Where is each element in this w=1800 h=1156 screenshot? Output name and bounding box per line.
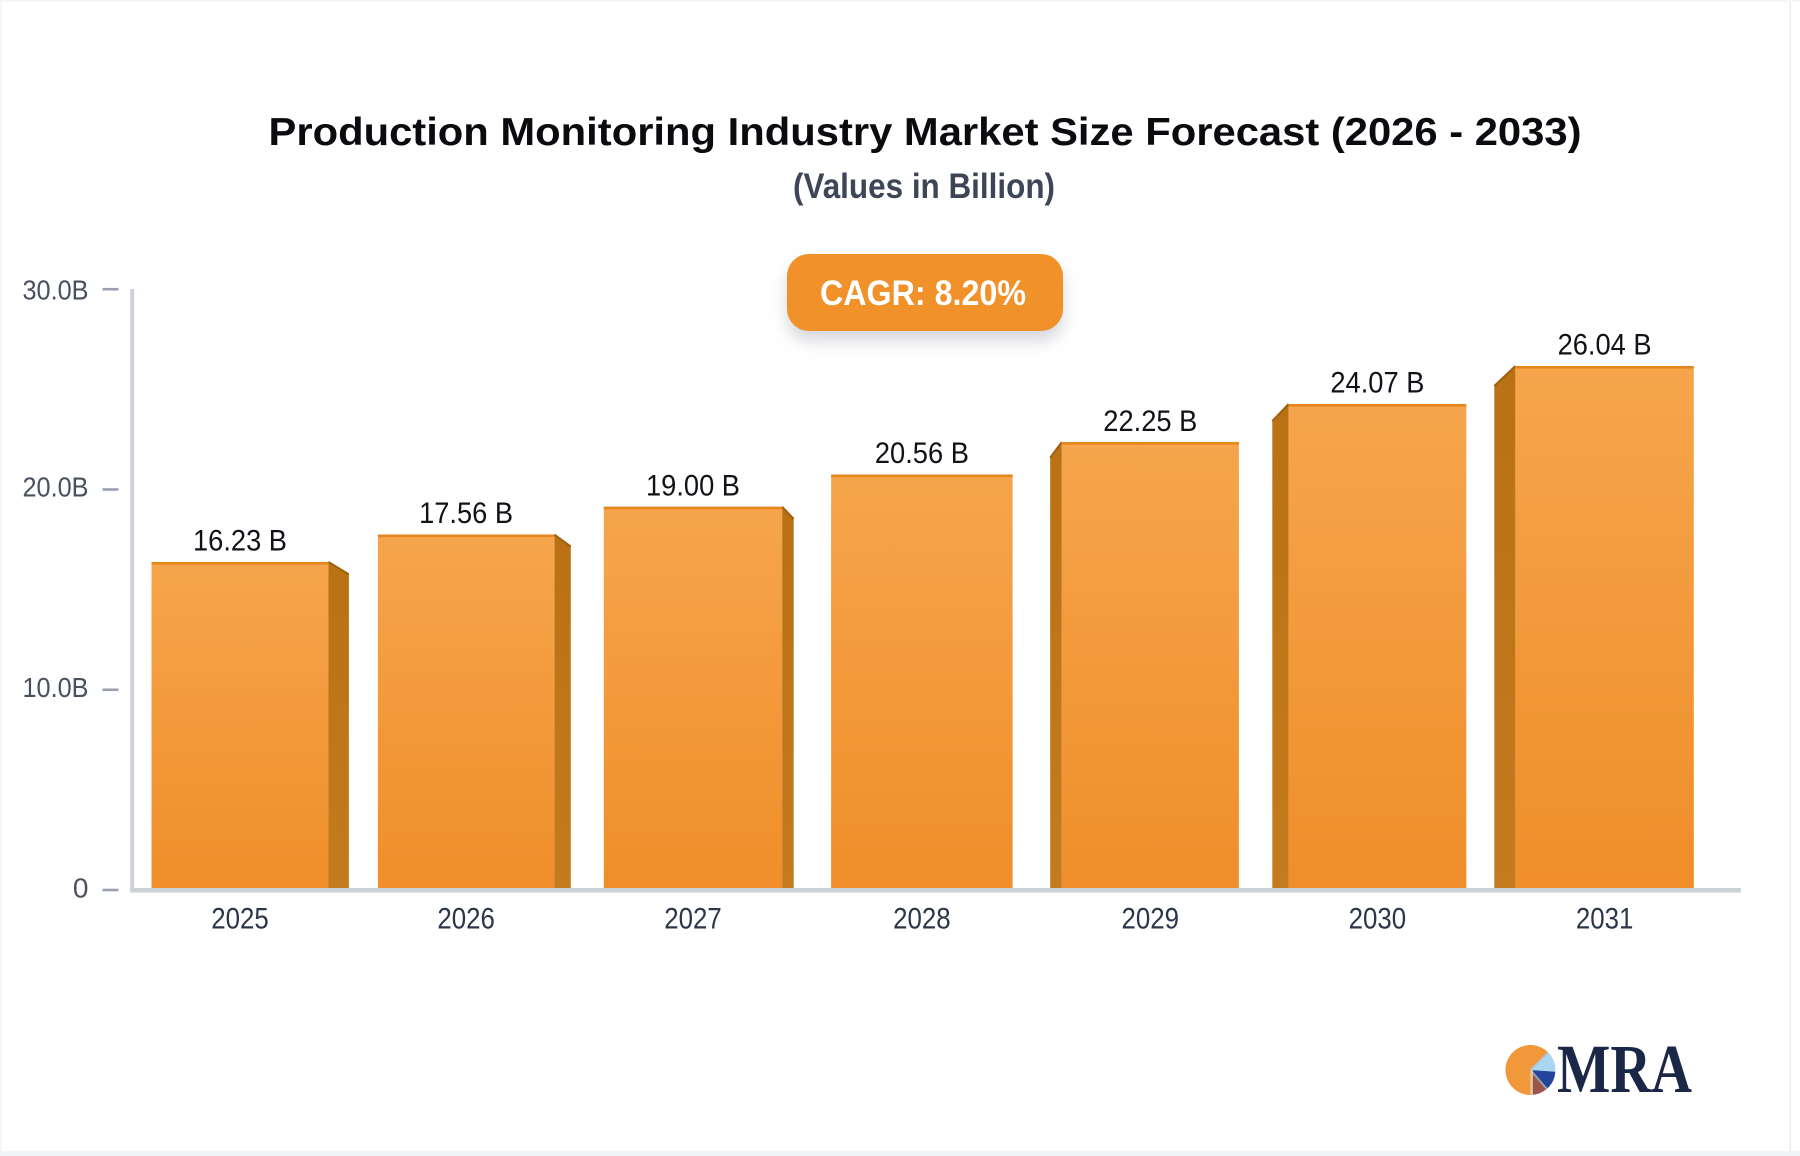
svg-text:MRA: MRA	[1557, 1031, 1692, 1107]
svg-text:2025: 2025	[211, 902, 269, 935]
svg-text:(Values in Billion): (Values in Billion)	[793, 167, 1055, 206]
svg-text:24.07 B: 24.07 B	[1330, 367, 1424, 400]
svg-text:20.0B: 20.0B	[23, 472, 89, 503]
svg-text:Production Monitoring Industry: Production Monitoring Industry Market Si…	[269, 111, 1582, 154]
svg-text:2028: 2028	[893, 902, 951, 935]
svg-text:16.23 B: 16.23 B	[193, 525, 287, 558]
svg-text:30.0B: 30.0B	[23, 275, 89, 306]
svg-text:26.04 B: 26.04 B	[1558, 329, 1652, 362]
svg-text:22.25 B: 22.25 B	[1103, 405, 1197, 438]
svg-text:2030: 2030	[1349, 902, 1407, 935]
svg-text:2029: 2029	[1122, 902, 1180, 935]
svg-text:10.0B: 10.0B	[23, 672, 89, 703]
svg-text:20.56 B: 20.56 B	[875, 437, 969, 470]
svg-text:17.56 B: 17.56 B	[419, 497, 513, 530]
svg-text:2031: 2031	[1576, 902, 1634, 935]
svg-text:19.00 B: 19.00 B	[646, 469, 740, 502]
svg-text:2027: 2027	[664, 902, 722, 935]
svg-text:0: 0	[73, 872, 89, 903]
svg-text:CAGR: 8.20%: CAGR: 8.20%	[820, 274, 1026, 313]
svg-text:2026: 2026	[437, 902, 495, 935]
